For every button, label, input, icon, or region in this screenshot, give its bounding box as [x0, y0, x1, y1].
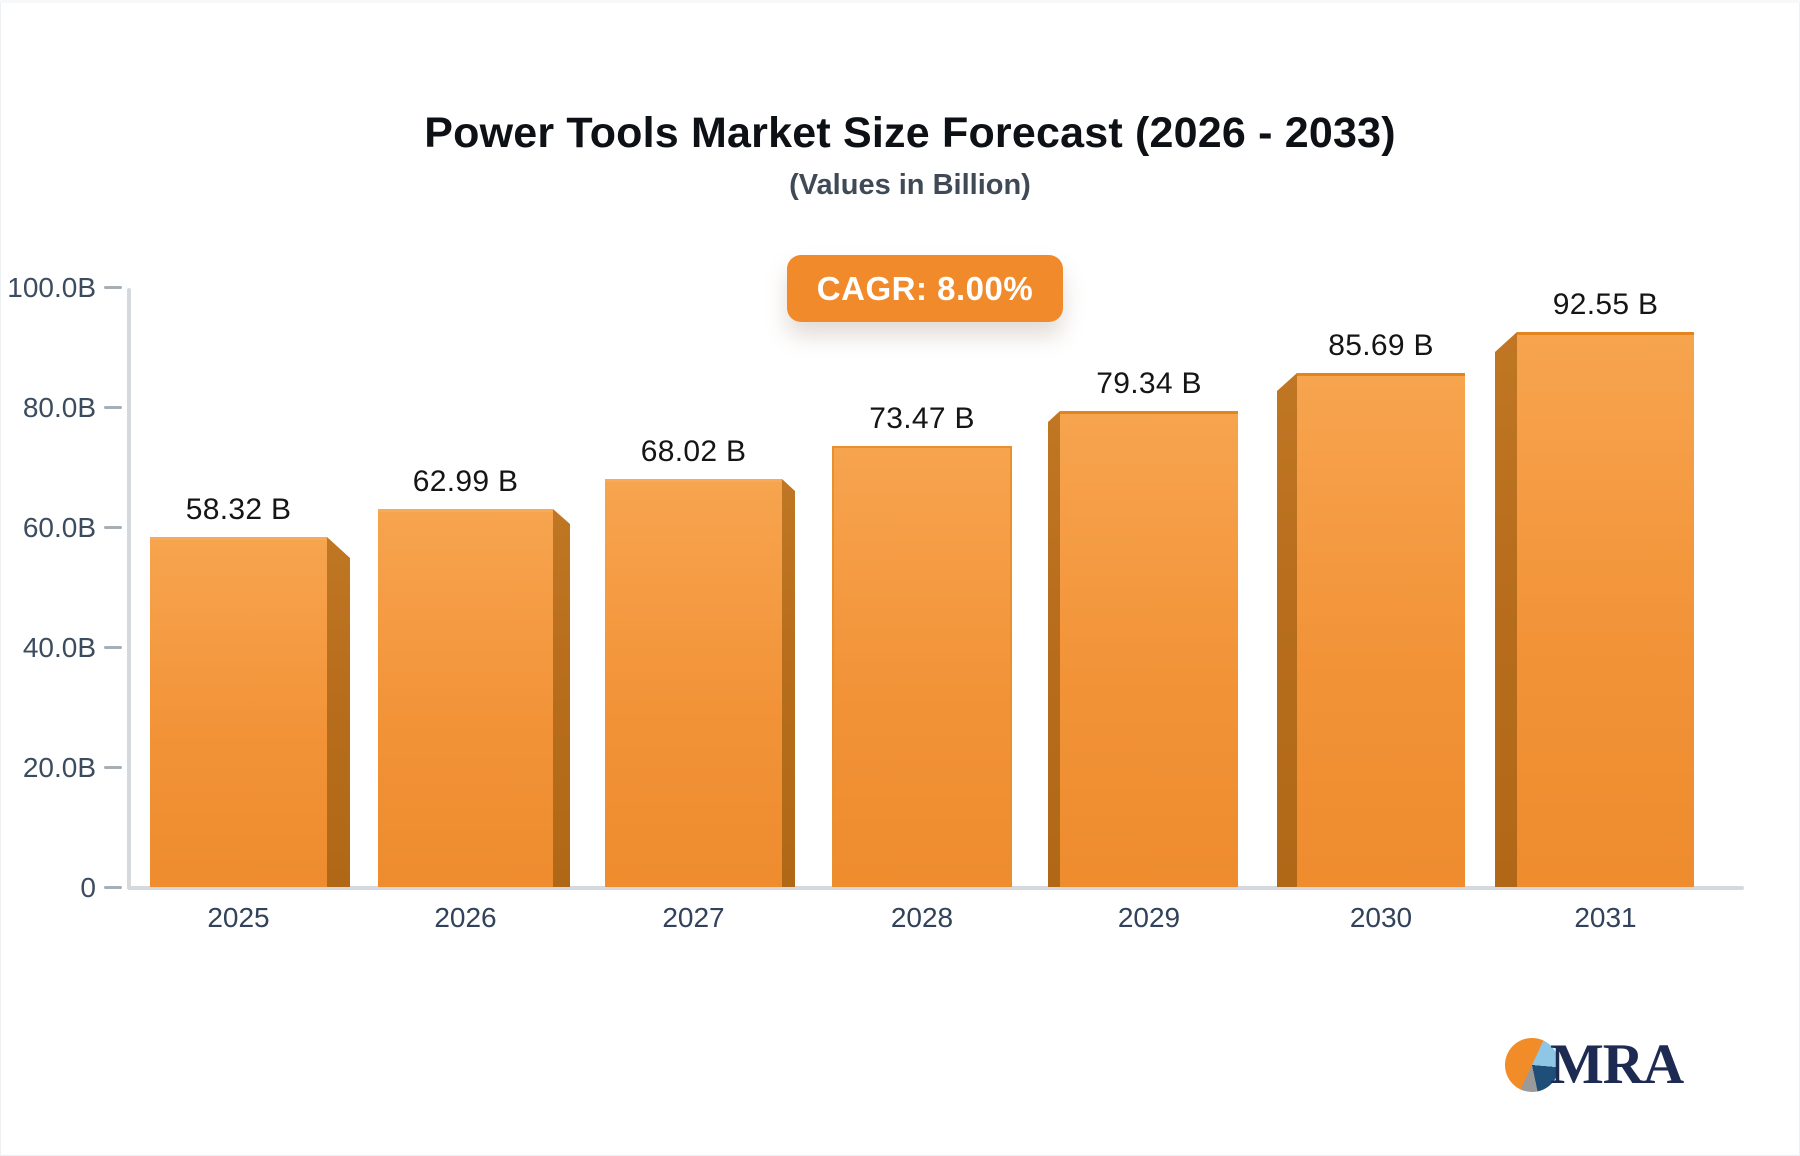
bar — [605, 479, 782, 887]
bar — [378, 509, 553, 887]
y-axis-tick-label: 60.0B — [22, 512, 96, 543]
y-axis-tick — [104, 766, 122, 769]
x-axis-label: 2029 — [1117, 902, 1181, 933]
chart-title: Power Tools Market Size Forecast (2026 -… — [424, 109, 1396, 157]
y-axis-tick-label: 100.0B — [7, 272, 96, 303]
x-axis-label: 2025 — [207, 902, 270, 933]
bar-value-label: 73.47 B — [869, 402, 975, 435]
logo-text: MRA — [1550, 1033, 1684, 1096]
bar — [150, 537, 327, 887]
y-axis-tick-label: 0 — [80, 872, 96, 903]
x-axis-line — [127, 886, 1744, 890]
cagr-badge-label: CAGR: 8.00% — [816, 269, 1034, 307]
bar-value-label: 92.55 B — [1552, 288, 1659, 321]
chart-subtitle: (Values in Billion) — [789, 169, 1031, 201]
bar-value-label: 85.69 B — [1328, 329, 1434, 362]
y-axis-tick-label: 40.0B — [22, 632, 96, 663]
mra-logo: MRA — [1505, 1033, 1684, 1096]
bar-value-label: 79.34 B — [1096, 367, 1202, 400]
bar-side-face — [1277, 373, 1297, 887]
bar — [832, 446, 1012, 887]
bar-value-label: 68.02 B — [640, 435, 747, 468]
y-axis-tick-label: 20.0B — [22, 752, 96, 783]
bar-side-face — [553, 509, 570, 887]
x-axis-label: 2027 — [662, 902, 725, 933]
y-axis-tick — [104, 526, 122, 529]
y-axis-tick-label: 80.0B — [22, 392, 96, 423]
y-axis-tick — [104, 646, 122, 649]
x-axis-label: 2030 — [1349, 902, 1413, 933]
y-axis-tick — [104, 286, 122, 289]
bar-side-face — [327, 537, 350, 887]
page-edge-strip — [0, 0, 1800, 3]
bar-side-face — [782, 479, 795, 887]
cagr-badge: CAGR: 8.00% — [787, 255, 1063, 322]
bar-value-label: 58.32 B — [185, 493, 292, 526]
pie-chart-logo-icon — [1505, 1038, 1559, 1092]
y-axis-line — [127, 288, 131, 889]
y-axis-tick — [104, 886, 122, 889]
bar-value-label: 62.99 B — [412, 465, 519, 498]
bar — [1297, 373, 1465, 887]
x-axis-label: 2026 — [434, 902, 497, 933]
bar-side-face — [1495, 332, 1517, 887]
x-axis-label: 2031 — [1574, 902, 1637, 933]
x-axis-label: 2028 — [890, 902, 954, 933]
y-axis-tick — [104, 406, 122, 409]
bar-side-face — [1048, 411, 1060, 887]
bar — [1517, 332, 1694, 887]
bar — [1060, 411, 1238, 887]
